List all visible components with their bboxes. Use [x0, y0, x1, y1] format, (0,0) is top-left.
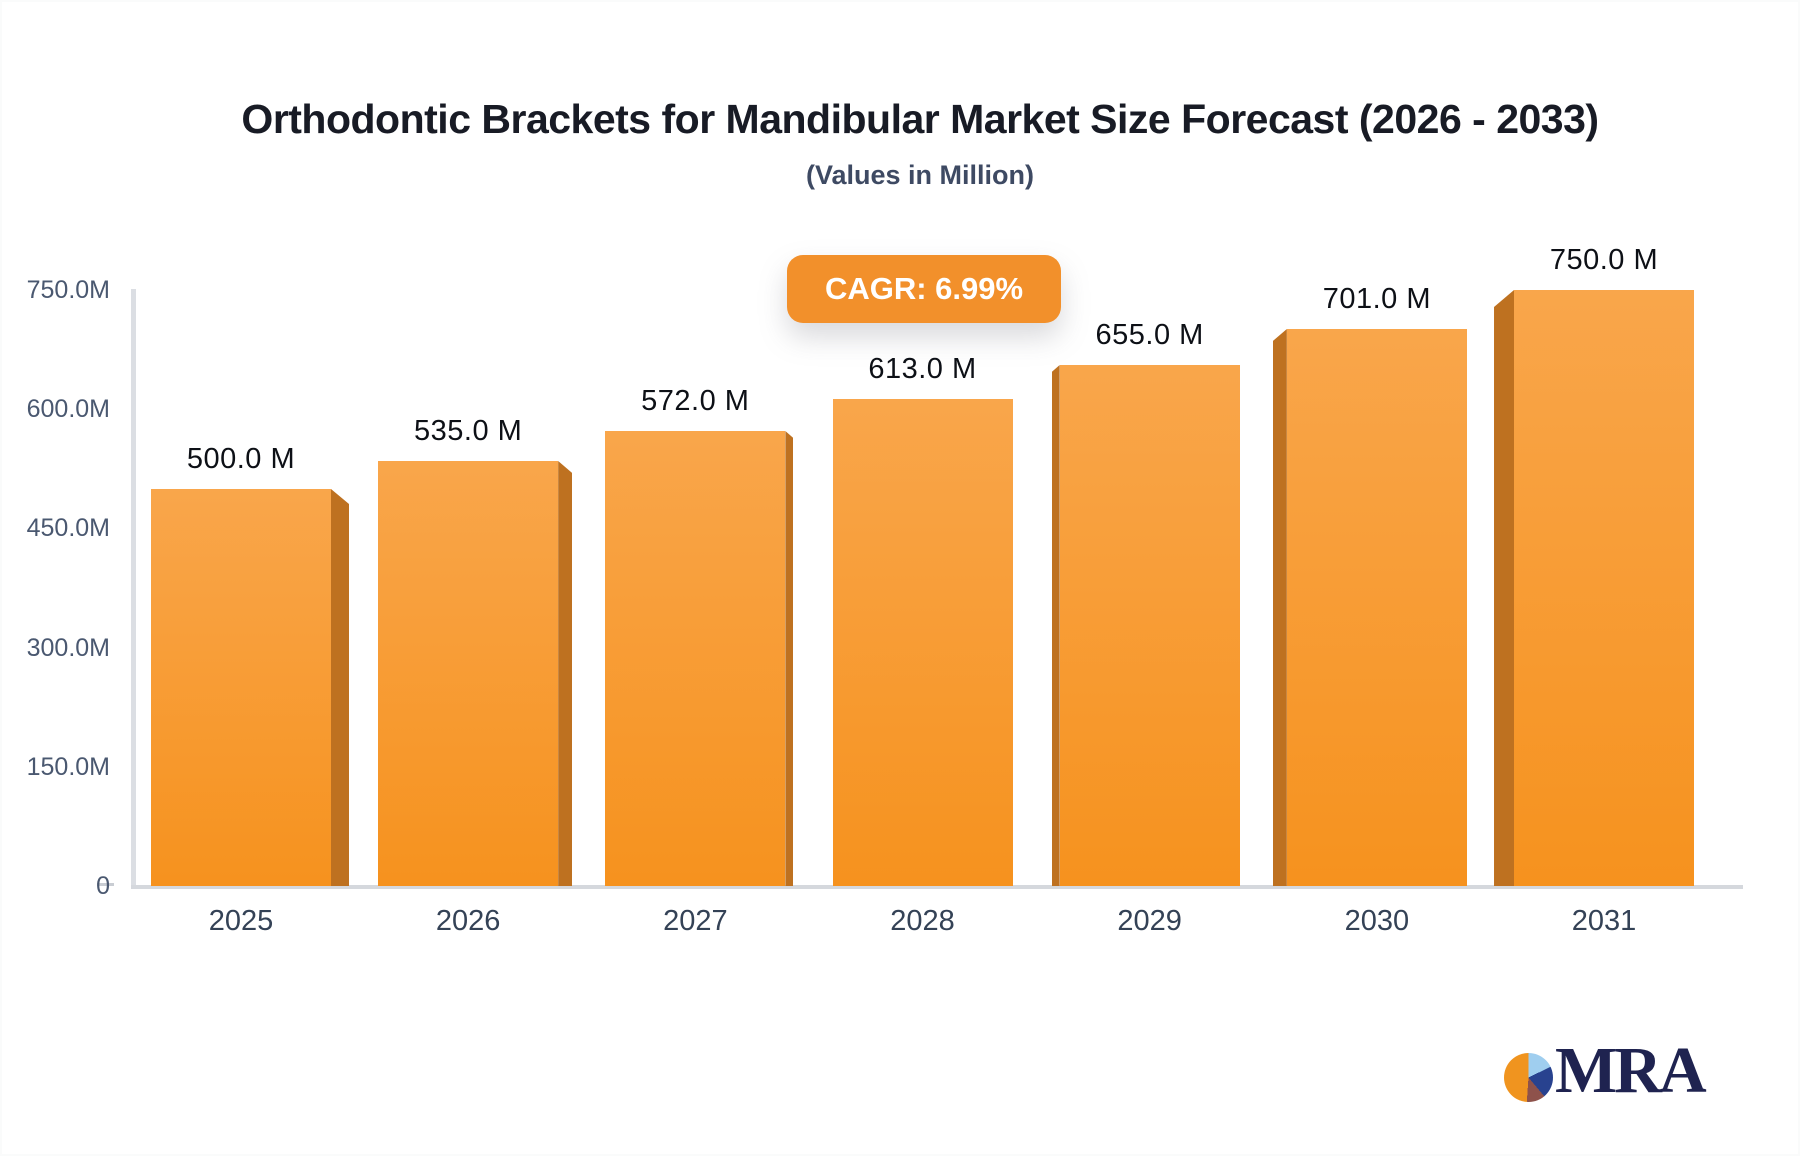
y-tick-label: 600.0M	[26, 395, 110, 424]
bar-3d-side	[1272, 329, 1287, 886]
x-axis-label-2029: 2029	[1117, 905, 1182, 937]
bar-3d-side	[1494, 290, 1515, 886]
bar-value-label: 750.0 M	[1549, 244, 1659, 276]
bar-value-label: 535.0 M	[414, 415, 523, 447]
x-axis-label-2028: 2028	[890, 905, 955, 937]
bar-2028	[832, 399, 1013, 886]
y-tick-label: 750.0M	[26, 276, 110, 304]
bar-2029	[1059, 365, 1240, 886]
bar-3d-side	[1051, 365, 1060, 886]
x-axis-line	[131, 885, 1743, 889]
x-axis-label-2026: 2026	[435, 905, 501, 937]
x-axis-label-2025: 2025	[208, 905, 274, 937]
bar-2030	[1286, 329, 1467, 886]
chart-title: Orthodontic Brackets for Mandibular Mark…	[241, 96, 1599, 142]
y-axis-zero-tick	[97, 883, 114, 886]
x-axis-label-2031: 2031	[1571, 905, 1637, 937]
bar-3d-side	[558, 461, 573, 886]
y-tick-label: 150.0M	[26, 752, 110, 781]
logo-text: MRA	[1555, 1034, 1707, 1107]
cagr-badge: CAGR: 6.99%	[787, 255, 1061, 323]
y-axis-line	[131, 289, 136, 889]
logo-pie-icon	[1504, 1052, 1553, 1102]
bar-value-label: 613.0 M	[868, 353, 977, 385]
bar-value-label: 500.0 M	[186, 443, 296, 475]
brand-logo: MRA	[1504, 1034, 1707, 1107]
bar-2031	[1514, 290, 1695, 886]
bar-value-label: 572.0 M	[641, 385, 750, 417]
x-axis-label-2027: 2027	[663, 905, 728, 937]
y-tick-label: 450.0M	[26, 514, 110, 543]
x-axis-label-2030: 2030	[1344, 905, 1410, 937]
bar-value-label: 701.0 M	[1322, 283, 1431, 315]
cagr-badge-label: CAGR: 6.99%	[824, 271, 1024, 306]
bar-2025	[151, 489, 331, 886]
y-tick-label: 300.0M	[26, 633, 110, 662]
bar-2026	[378, 461, 559, 886]
chart-subtitle: (Values in Million)	[805, 160, 1035, 190]
bar-value-label: 655.0 M	[1095, 319, 1204, 351]
bar-3d-side	[785, 431, 794, 886]
y-tick-label: 0	[96, 872, 110, 900]
bar-3d-side	[331, 489, 349, 886]
bar-2027	[605, 431, 786, 886]
